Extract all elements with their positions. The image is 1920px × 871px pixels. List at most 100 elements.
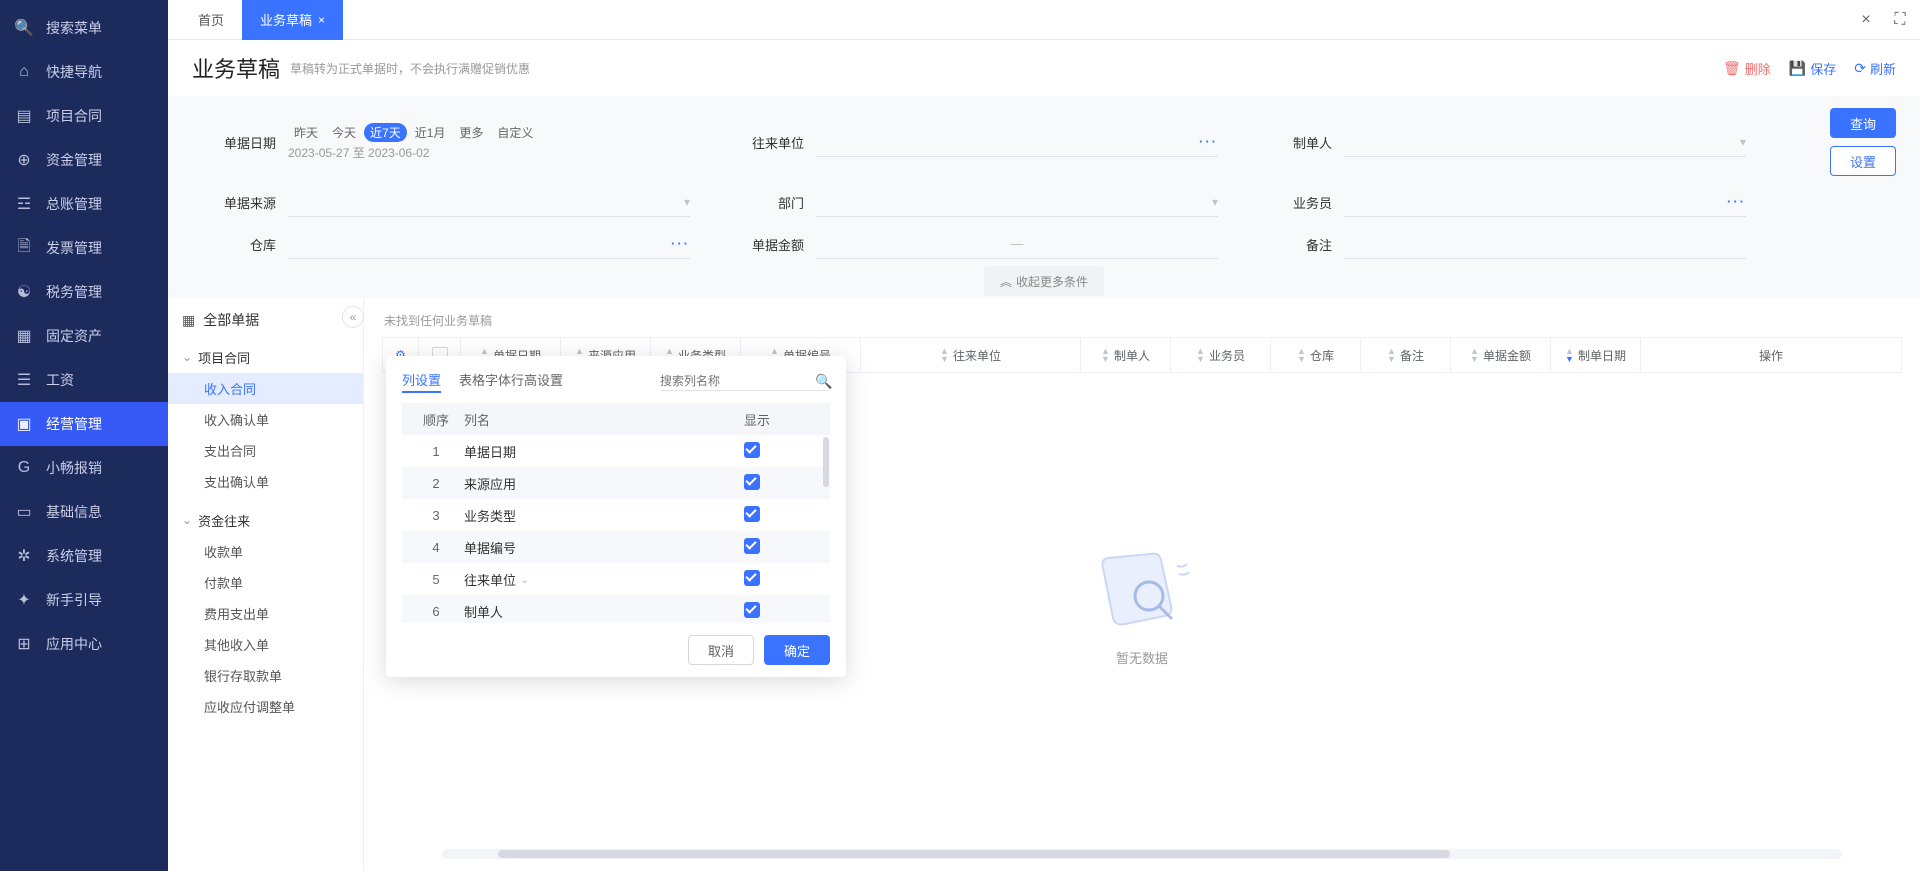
save-button[interactable]: 💾保存 <box>1789 59 1836 78</box>
chevron-down-icon: ⌄ <box>520 573 529 586</box>
column-header[interactable]: ▲▼往来单位 <box>861 338 1081 372</box>
refresh-button[interactable]: ⟳刷新 <box>1854 59 1896 78</box>
source-input[interactable]: ▾ <box>288 187 690 217</box>
page-header: 业务草稿 草稿转为正式单据时，不会执行满赠促销优惠 🗑删除 💾保存 ⟳刷新 <box>168 40 1920 96</box>
column-header[interactable]: ▲▼业务员 <box>1171 338 1271 372</box>
nav-item-4[interactable]: ☲总账管理 <box>0 182 168 226</box>
nav-label: 工资 <box>46 370 74 390</box>
date-quick-option[interactable]: 近1月 <box>409 123 452 142</box>
query-button[interactable]: 查询 <box>1830 108 1896 138</box>
nav-item-11[interactable]: ▭基础信息 <box>0 490 168 534</box>
nav-item-9[interactable]: ▣经营管理 <box>0 402 168 446</box>
nav-item-1[interactable]: ⌂快捷导航 <box>0 50 168 94</box>
column-setting-row[interactable]: 5往来单位 ⌄ <box>402 563 830 595</box>
show-toggle[interactable] <box>744 538 760 554</box>
nav-item-14[interactable]: ⊞应用中心 <box>0 622 168 666</box>
show-toggle[interactable] <box>744 442 760 458</box>
nav-item-5[interactable]: 🗎发票管理 <box>0 226 168 270</box>
column-header[interactable]: 操作 <box>1641 338 1901 372</box>
show-toggle[interactable] <box>744 474 760 490</box>
nav-item-12[interactable]: ✲系统管理 <box>0 534 168 578</box>
column-setting-row[interactable]: 2来源应用 <box>402 467 830 499</box>
show-toggle[interactable] <box>744 570 760 586</box>
tree-leaf[interactable]: 应收应付调整单 <box>168 691 363 722</box>
column-setting-row[interactable]: 1单据日期 <box>402 435 830 467</box>
amount-input[interactable]: — <box>816 229 1218 259</box>
tree-leaf[interactable]: 付款单 <box>168 567 363 598</box>
nav-icon: ☰ <box>14 370 34 390</box>
nav-icon: ✦ <box>14 590 34 610</box>
show-toggle[interactable] <box>744 506 760 522</box>
nav-item-0[interactable]: 🔍搜索菜单 <box>0 6 168 50</box>
nav-icon: G <box>14 458 34 478</box>
partner-input[interactable]: ··· <box>816 127 1218 157</box>
tree-leaf[interactable]: 银行存取款单 <box>168 660 363 691</box>
delete-button[interactable]: 🗑删除 <box>1723 59 1771 78</box>
tab-home[interactable]: 首页 <box>180 0 242 40</box>
trash-icon: 🗑 <box>1723 60 1741 77</box>
show-toggle[interactable] <box>744 602 760 618</box>
column-setting-row[interactable]: 3业务类型 <box>402 499 830 531</box>
column-setting-row[interactable]: 6制单人 <box>402 595 830 623</box>
close-icon[interactable]: × <box>318 13 325 27</box>
nav-item-6[interactable]: ☯税务管理 <box>0 270 168 314</box>
tab-draft[interactable]: 业务草稿 × <box>242 0 343 40</box>
nav-icon: 🔍 <box>14 18 34 38</box>
date-quick-option[interactable]: 近7天 <box>364 123 407 142</box>
nav-icon: ⌂ <box>14 62 34 82</box>
column-search[interactable]: 🔍 <box>660 373 830 391</box>
date-quick-option[interactable]: 更多 <box>453 123 489 142</box>
column-setting-row[interactable]: 4单据编号 <box>402 531 830 563</box>
close-all-icon[interactable]: × <box>1852 6 1880 34</box>
column-header[interactable]: ▲▼制单日期 <box>1551 338 1641 372</box>
tree-leaf[interactable]: 收款单 <box>168 536 363 567</box>
sales-input[interactable]: ··· <box>1344 187 1746 217</box>
date-quick-option[interactable]: 自定义 <box>491 123 539 142</box>
column-header[interactable]: ▲▼单据金额 <box>1451 338 1551 372</box>
horizontal-scrollbar[interactable] <box>442 849 1842 859</box>
tree-group[interactable]: 资金往来 <box>168 505 363 536</box>
tree-leaf[interactable]: 收入确认单 <box>168 404 363 435</box>
page-subtitle: 草稿转为正式单据时，不会执行满赠促销优惠 <box>290 60 530 77</box>
tree-leaf[interactable]: 支出合同 <box>168 435 363 466</box>
nav-label: 资金管理 <box>46 150 102 170</box>
date-quick-option[interactable]: 今天 <box>326 123 362 142</box>
pop-tab-font[interactable]: 表格字体行高设置 <box>459 370 563 393</box>
popover-scrollbar[interactable] <box>823 437 829 487</box>
collapse-tree-icon[interactable]: « <box>342 306 364 328</box>
nav-item-13[interactable]: ✦新手引导 <box>0 578 168 622</box>
filter-date: 单据日期 昨天今天近7天近1月更多自定义 2023-05-27 至 2023-0… <box>192 108 690 176</box>
tree-leaf[interactable]: 费用支出单 <box>168 598 363 629</box>
nav-item-3[interactable]: ⊕资金管理 <box>0 138 168 182</box>
dept-input[interactable]: ▾ <box>816 187 1218 217</box>
nav-item-10[interactable]: G小畅报销 <box>0 446 168 490</box>
tree-group[interactable]: 项目合同 <box>168 342 363 373</box>
pop-tab-columns[interactable]: 列设置 <box>402 370 441 393</box>
warehouse-input[interactable]: ··· <box>288 229 690 259</box>
collapse-filters[interactable]: ︽ 收起更多条件 <box>984 266 1104 296</box>
column-header[interactable]: ▲▼仓库 <box>1271 338 1361 372</box>
column-search-input[interactable] <box>660 374 815 388</box>
remark-input[interactable] <box>1344 229 1746 259</box>
creator-input[interactable]: ▾ <box>1344 127 1746 157</box>
nav-label: 项目合同 <box>46 106 102 126</box>
date-quick-option[interactable]: 昨天 <box>288 123 324 142</box>
refresh-icon: ⟳ <box>1854 60 1866 77</box>
column-header[interactable]: ▲▼制单人 <box>1081 338 1171 372</box>
nav-icon: ▦ <box>14 326 34 346</box>
tree-leaf[interactable]: 其他收入单 <box>168 629 363 660</box>
nav-label: 总账管理 <box>46 194 102 214</box>
nav-label: 税务管理 <box>46 282 102 302</box>
tree-leaf[interactable]: 支出确认单 <box>168 466 363 497</box>
nav-item-7[interactable]: ▦固定资产 <box>0 314 168 358</box>
tree-leaf[interactable]: 收入合同 <box>168 373 363 404</box>
ok-button[interactable]: 确定 <box>764 635 830 665</box>
fullscreen-icon[interactable]: ⛶ <box>1886 6 1914 34</box>
nav-item-2[interactable]: ▤ 项目合同 <box>0 94 168 138</box>
nav-label: 基础信息 <box>46 502 102 522</box>
nav-icon: ▤ <box>14 106 34 126</box>
nav-item-8[interactable]: ☰ 工资 <box>0 358 168 402</box>
column-header[interactable]: ▲▼备注 <box>1361 338 1451 372</box>
cancel-button[interactable]: 取消 <box>688 635 754 665</box>
config-button[interactable]: 设置 <box>1830 146 1896 176</box>
